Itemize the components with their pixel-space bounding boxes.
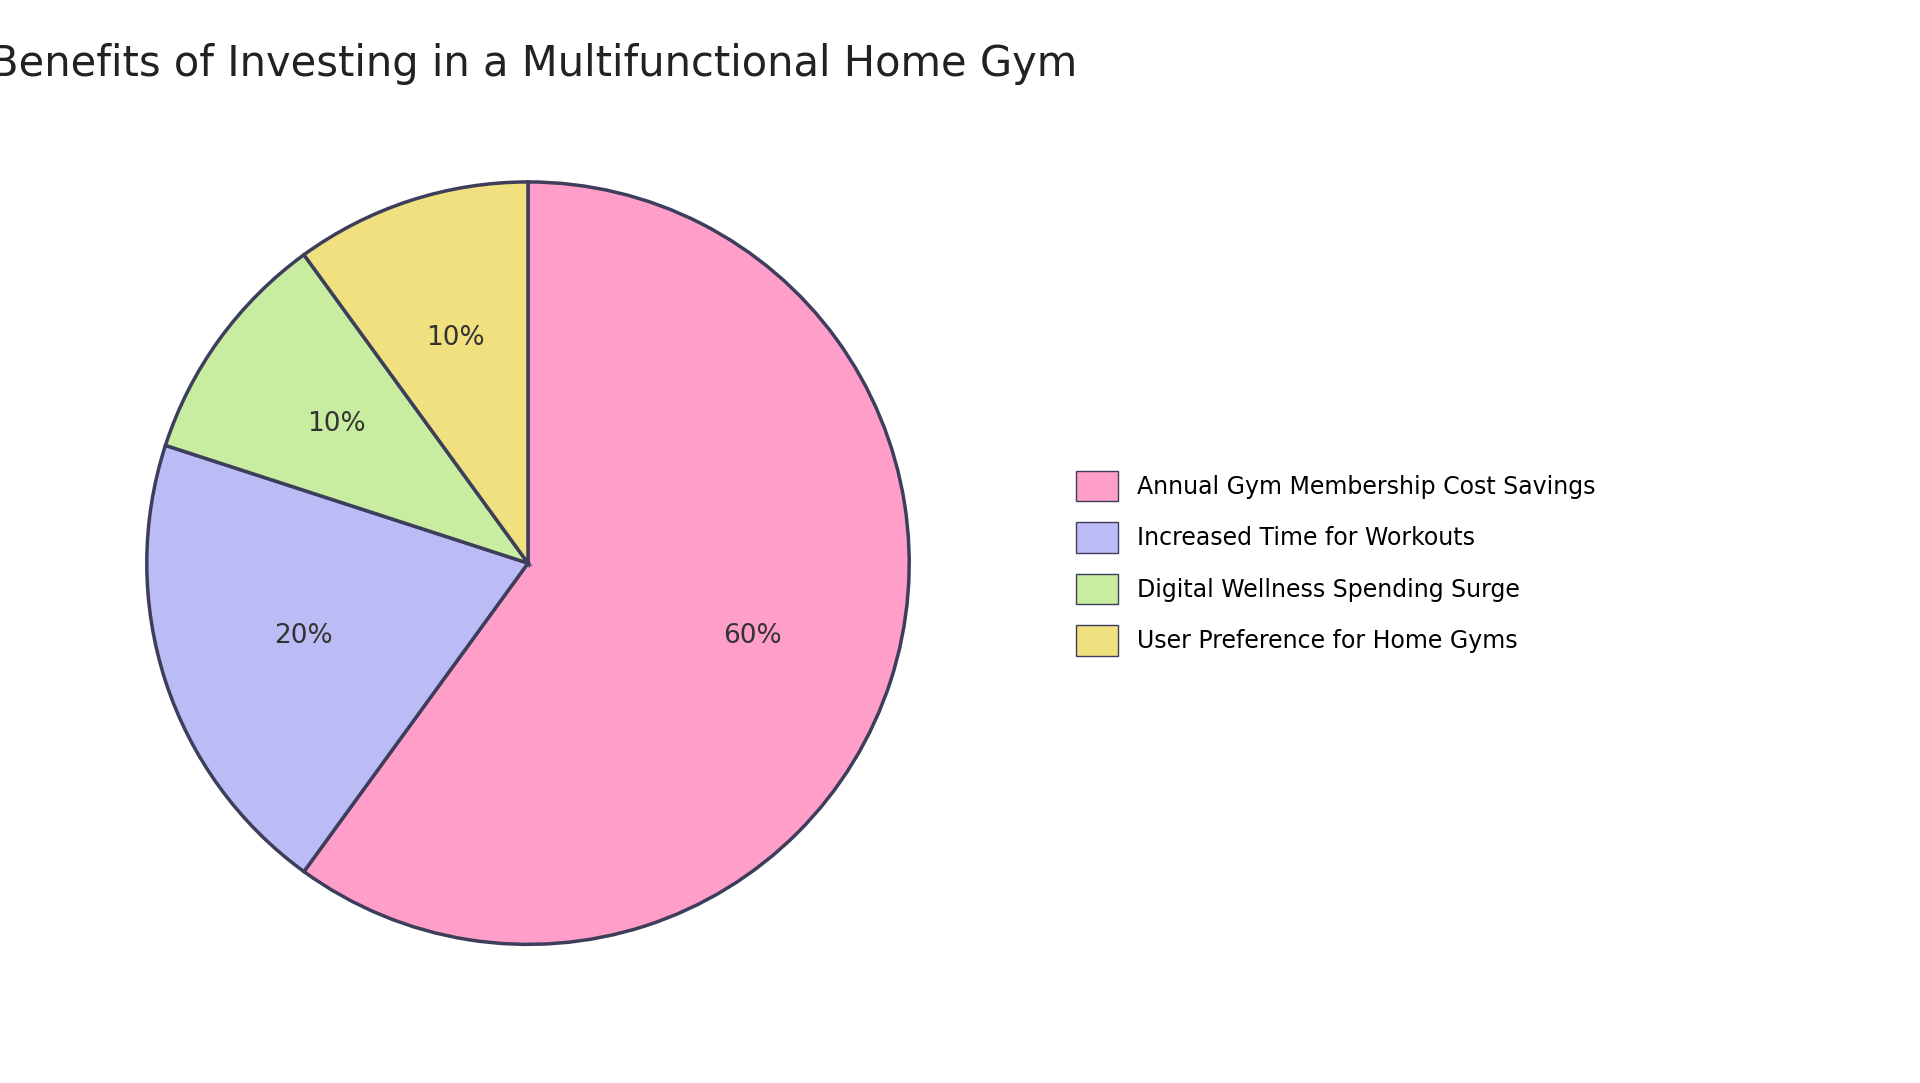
Text: 10%: 10% xyxy=(307,412,367,438)
Legend: Annual Gym Membership Cost Savings, Increased Time for Workouts, Digital Wellnes: Annual Gym Membership Cost Savings, Incr… xyxy=(1064,459,1607,667)
Wedge shape xyxy=(303,182,528,563)
Text: 20%: 20% xyxy=(275,623,332,649)
Text: 60%: 60% xyxy=(724,623,781,649)
Wedge shape xyxy=(146,445,528,872)
Wedge shape xyxy=(303,182,910,944)
Text: 10%: 10% xyxy=(426,325,484,351)
Text: Benefits of Investing in a Multifunctional Home Gym: Benefits of Investing in a Multifunction… xyxy=(0,43,1077,86)
Wedge shape xyxy=(165,255,528,563)
